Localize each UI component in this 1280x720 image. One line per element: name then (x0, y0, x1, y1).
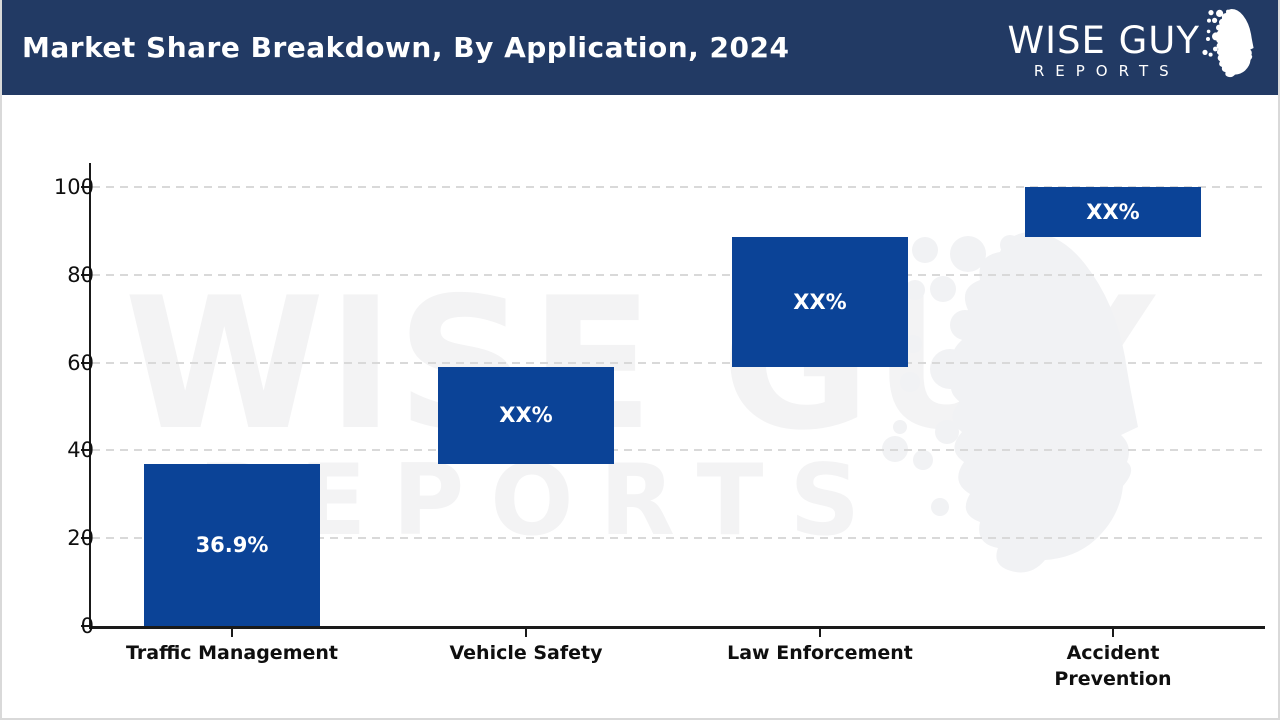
y-axis-line (89, 163, 91, 628)
bar-segment-0: 36.9% (144, 464, 320, 626)
x-tick-label-2: Law Enforcement (727, 642, 913, 664)
brand-logo-text: WISE GUY REPORTS (1007, 19, 1200, 80)
bar-value-label-1: XX% (499, 403, 553, 428)
y-tick-mark-20 (81, 537, 89, 540)
bar-value-label-0: 36.9% (195, 532, 269, 557)
y-tick-mark-100 (81, 186, 89, 188)
x-tick-label-3: Accident Prevention (1054, 642, 1172, 690)
gridline-40 (92, 449, 1264, 452)
y-tick-label-100: 100 (53, 175, 94, 199)
brand-name: WISE GUY (1007, 19, 1200, 63)
bar-value-label-3: XX% (1086, 200, 1140, 225)
x-axis-line (89, 626, 1265, 629)
gridline-100 (92, 186, 1264, 188)
brand-face-icon (1202, 9, 1254, 78)
x-tick-mark-0 (231, 629, 233, 637)
y-tick-mark-0 (81, 625, 89, 627)
bar-segment-2: XX% (732, 237, 908, 367)
y-tick-mark-40 (81, 449, 89, 452)
x-tick-mark-1 (525, 629, 527, 637)
x-tick-mark-3 (1112, 629, 1114, 637)
gridline-20 (92, 537, 1264, 540)
bar-value-label-2: XX% (793, 290, 847, 315)
brand-subname: REPORTS (1033, 61, 1180, 80)
header-band: Market Share Breakdown, By Application, … (2, 0, 1278, 95)
y-tick-label-0: 0 (80, 614, 94, 638)
y-tick-label-20: 20 (67, 526, 94, 551)
y-tick-mark-60 (81, 361, 89, 364)
x-tick-label-0: Traffic Management (126, 642, 338, 664)
x-tick-label-1: Vehicle Safety (449, 642, 603, 664)
plot-area: 0 20 40 60 80 100 Traffic Management Vehicle S… (2, 95, 1278, 718)
watermark-face-icon (882, 232, 1138, 573)
y-tick-label-80: 80 (67, 262, 94, 287)
y-tick-label-40: 40 (67, 438, 94, 463)
x-tick-mark-2 (819, 629, 821, 637)
bar-segment-1: XX% (438, 366, 614, 464)
chart-title: Market Share Breakdown, By Application, … (22, 31, 790, 64)
y-tick-mark-80 (81, 273, 89, 276)
bar-segment-3: XX% (1025, 187, 1201, 238)
gridline-80 (92, 273, 1264, 276)
brand-logo: WISE GUY REPORTS (1008, 6, 1268, 92)
gridline-60 (92, 361, 1264, 364)
y-tick-label-60: 60 (67, 350, 94, 375)
